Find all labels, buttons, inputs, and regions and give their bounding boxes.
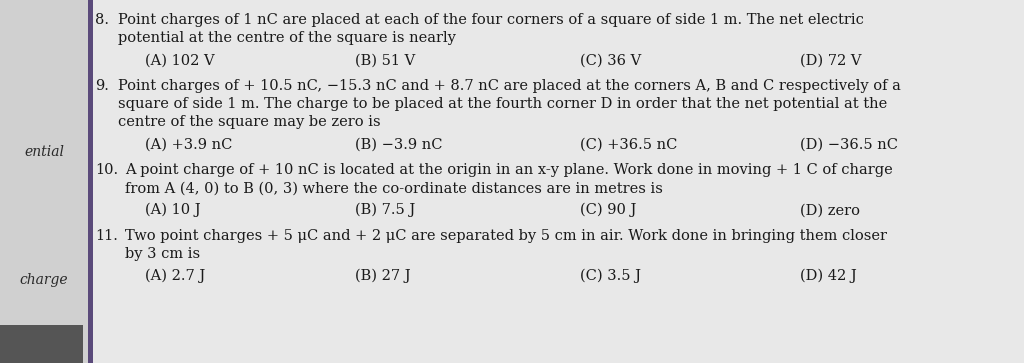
Text: (B) 51 V: (B) 51 V [355,53,416,68]
Text: from A (4, 0) to B (0, 3) where the co-ordinate distances are in metres is: from A (4, 0) to B (0, 3) where the co-o… [125,182,663,195]
Text: 11.: 11. [95,229,118,244]
Text: (C) +36.5 nC: (C) +36.5 nC [580,138,677,151]
Text: (A) 2.7 J: (A) 2.7 J [145,269,205,284]
Text: (A) +3.9 nC: (A) +3.9 nC [145,138,232,151]
Text: (C) 36 V: (C) 36 V [580,53,641,68]
Text: (A) 10 J: (A) 10 J [145,203,201,217]
Text: (A) 102 V: (A) 102 V [145,53,215,68]
Text: (D) 72 V: (D) 72 V [800,53,861,68]
Text: (D) −36.5 nC: (D) −36.5 nC [800,138,898,151]
Text: Two point charges + 5 μC and + 2 μC are separated by 5 cm in air. Work done in b: Two point charges + 5 μC and + 2 μC are … [125,229,887,244]
Text: potential at the centre of the square is nearly: potential at the centre of the square is… [118,32,456,45]
Text: Point charges of + 10.5 nC, −15.3 nC and + 8.7 nC are placed at the corners A, B: Point charges of + 10.5 nC, −15.3 nC and… [118,79,901,93]
Text: by 3 cm is: by 3 cm is [125,248,200,261]
Bar [0,325,83,363]
Text: square of side 1 m. The charge to be placed at the fourth corner D in order that: square of side 1 m. The charge to be pla… [118,97,887,111]
Text: 9.: 9. [95,79,109,93]
Text: (D) 42 J: (D) 42 J [800,269,857,284]
Text: (B) −3.9 nC: (B) −3.9 nC [355,138,442,151]
Text: 8.: 8. [95,13,109,27]
Text: centre of the square may be zero is: centre of the square may be zero is [118,115,381,129]
Text: (D) zero: (D) zero [800,203,860,217]
Text: (B) 27 J: (B) 27 J [355,269,411,284]
Bar [0,0,88,363]
Text: Point charges of 1 nC are placed at each of the four corners of a square of side: Point charges of 1 nC are placed at each… [118,13,864,27]
Text: A point charge of + 10 nC is located at the origin in an x-y plane. Work done in: A point charge of + 10 nC is located at … [125,163,893,178]
Text: (C) 3.5 J: (C) 3.5 J [580,269,641,284]
Text: (C) 90 J: (C) 90 J [580,203,636,217]
Text: (B) 7.5 J: (B) 7.5 J [355,203,416,217]
Text: ential: ential [24,146,63,159]
Text: charge: charge [19,273,69,286]
Text: 10.: 10. [95,163,118,178]
Bar [88,0,93,363]
